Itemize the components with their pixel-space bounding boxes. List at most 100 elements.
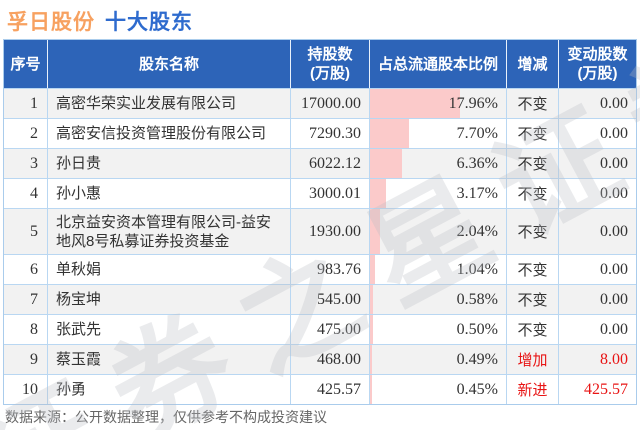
cell-pct-of-float: 0.58% [370,285,507,314]
shareholders-table: 序号 股东名称 持股数 (万股) 占总流通股本比例 增减 变动股数 (万股) 1 高… [3,39,637,405]
title-suffix: 十大股东 [105,11,193,34]
data-source-note: 数据来源：公开数据整理，仅供参考不构成投资建议 [5,409,327,425]
pct-value: 0.49% [456,350,498,368]
header-change-shares: 变动股数 (万股) [567,46,628,82]
cell-index: 5 [4,209,48,254]
pct-value: 1.04% [456,260,498,278]
cell-shares-held: 6022.12 [291,149,370,178]
cell-change-shares: 0.00 [600,94,628,112]
table-row: 7 杨宝坤 545.00 0.58% 不变 0.00 [4,284,636,314]
pct-bar [370,89,461,118]
stock-name: 孚日股份 [7,11,95,34]
table-body: 1 高密华荣实业发展有限公司 17000.00 17.96% 不变 0.00 2… [4,88,636,404]
cell-pct-of-float: 7.70% [370,119,507,148]
pct-bar [370,149,402,178]
table-row: 10 孙勇 425.57 0.45% 新进 425.57 [4,374,636,404]
pct-bar [370,375,373,404]
table-row: 3 孙日贵 6022.12 6.36% 不变 0.00 [4,148,636,178]
cell-change-shares: 0.00 [600,154,628,172]
cell-shares-held: 475.00 [291,315,370,344]
pct-bar [370,179,386,208]
cell-shareholder-name: 单秋娟 [48,255,291,284]
pct-value: 3.17% [456,184,498,202]
cell-index: 8 [4,315,48,344]
pct-bar [370,255,376,284]
cell-change-shares: 0.00 [600,184,628,202]
header-shares-held: 持股数 (万股) [291,40,370,88]
pct-value: 2.04% [456,222,498,240]
cell-shares-held: 17000.00 [291,89,370,118]
cell-change-direction: 不变 [507,89,559,118]
cell-index: 9 [4,345,48,374]
cell-shares-held: 545.00 [291,285,370,314]
pct-bar [370,285,373,314]
page-title: 孚日股份 十大股东 [7,6,193,36]
cell-pct-of-float: 2.04% [370,209,507,254]
cell-index: 2 [4,119,48,148]
cell-pct-of-float: 1.04% [370,255,507,284]
cell-shares-held: 1930.00 [291,209,370,254]
cell-change-shares: 0.00 [600,290,628,308]
pct-bar [370,315,373,344]
cell-shares-held: 983.76 [291,255,370,284]
cell-shares-held: 7290.30 [291,119,370,148]
cell-shareholder-name: 杨宝坤 [48,285,291,314]
header-shareholder-name: 股东名称 [48,40,291,88]
pct-value: 0.50% [456,320,498,338]
cell-shareholder-name: 北京益安资本管理有限公司-益安地风8号私募证券投资基金 [48,209,291,254]
cell-pct-of-float: 6.36% [370,149,507,178]
cell-change-shares: 8.00 [600,350,628,368]
cell-shareholder-name: 高密安信投资管理股份有限公司 [48,119,291,148]
cell-shareholder-name: 孙小惠 [48,179,291,208]
cell-change-direction: 不变 [507,209,559,254]
table-row: 5 北京益安资本管理有限公司-益安地风8号私募证券投资基金 1930.00 2.… [4,208,636,254]
table-header-row: 序号 股东名称 持股数 (万股) 占总流通股本比例 增减 变动股数 (万股) [4,40,636,88]
pct-value: 17.96% [448,94,498,112]
cell-change-direction: 不变 [507,149,559,178]
cell-pct-of-float: 0.50% [370,315,507,344]
pct-value: 0.45% [456,380,498,398]
cell-change-direction: 不变 [507,315,559,344]
cell-shareholder-name: 孙勇 [48,375,291,404]
cell-change-shares: 0.00 [600,320,628,338]
cell-shares-held: 3000.01 [291,179,370,208]
cell-change-direction: 不变 [507,119,559,148]
cell-shareholder-name: 高密华荣实业发展有限公司 [48,89,291,118]
cell-change-shares: 425.57 [584,380,628,398]
cell-change-shares: 0.00 [600,124,628,142]
cell-index: 3 [4,149,48,178]
cell-shareholder-name: 孙日贵 [48,149,291,178]
cell-change-shares: 0.00 [600,260,628,278]
cell-index: 6 [4,255,48,284]
cell-pct-of-float: 17.96% [370,89,507,118]
cell-change-direction: 不变 [507,285,559,314]
cell-shareholder-name: 蔡玉霞 [48,345,291,374]
header-change-direction: 增减 [507,40,559,88]
pct-bar [370,119,409,148]
table-row: 8 张武先 475.00 0.50% 不变 0.00 [4,314,636,344]
table-row: 4 孙小惠 3000.01 3.17% 不变 0.00 [4,178,636,208]
cell-index: 10 [4,375,48,404]
table-row: 9 蔡玉霞 468.00 0.49% 增加 8.00 [4,344,636,374]
cell-change-shares: 0.00 [600,222,628,240]
table-row: 1 高密华荣实业发展有限公司 17000.00 17.96% 不变 0.00 [4,88,636,118]
pct-bar [370,209,381,254]
cell-change-direction: 不变 [507,255,559,284]
table-row: 6 单秋娟 983.76 1.04% 不变 0.00 [4,254,636,284]
cell-shareholder-name: 张武先 [48,315,291,344]
pct-bar [370,345,373,374]
pct-value: 7.70% [456,124,498,142]
cell-shares-held: 425.57 [291,375,370,404]
cell-change-direction: 新进 [507,375,559,404]
cell-change-direction: 增加 [507,345,559,374]
cell-pct-of-float: 0.49% [370,345,507,374]
pct-value: 0.58% [456,290,498,308]
cell-shares-held: 468.00 [291,345,370,374]
header-index: 序号 [4,40,48,88]
cell-pct-of-float: 0.45% [370,375,507,404]
cell-index: 7 [4,285,48,314]
cell-index: 4 [4,179,48,208]
cell-change-direction: 不变 [507,179,559,208]
cell-pct-of-float: 3.17% [370,179,507,208]
